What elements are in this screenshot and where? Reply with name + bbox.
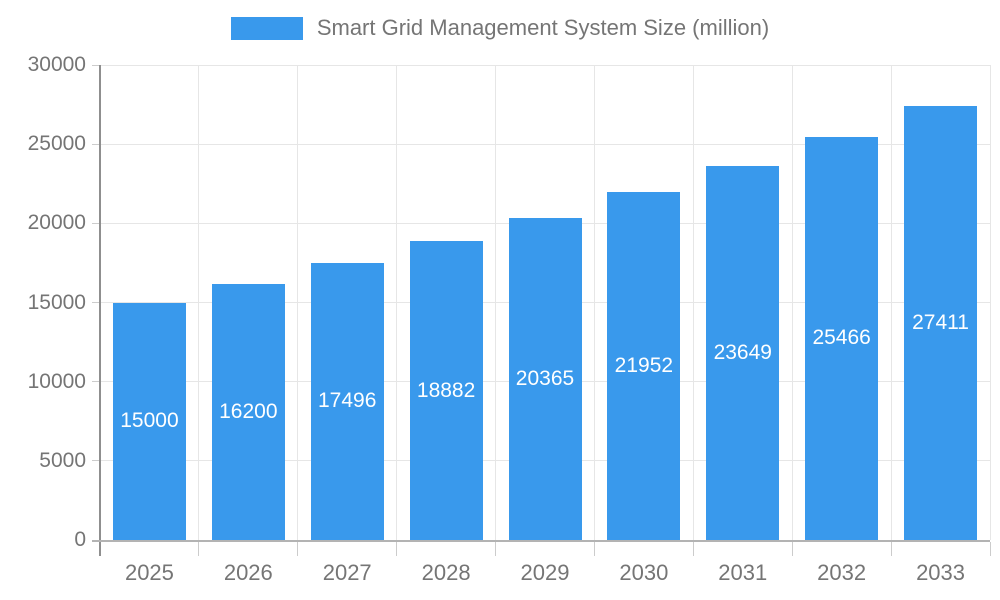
y-axis-tick-label: 5000: [39, 448, 86, 472]
bar[interactable]: [310, 262, 384, 540]
v-gridline: [692, 65, 694, 540]
bar-value-label: 18882: [416, 378, 476, 402]
v-gridline: [593, 65, 595, 540]
bar[interactable]: [706, 165, 780, 540]
bar-value-label: 25466: [812, 326, 871, 350]
v-gridline: [791, 65, 793, 540]
v-gridline: [396, 65, 398, 540]
bar-value-label: 17496: [318, 389, 377, 413]
v-gridline: [890, 65, 892, 540]
x-axis-tick: [989, 542, 991, 556]
bar-value-label: 16200: [219, 399, 278, 423]
x-axis-tick: [791, 542, 793, 556]
x-axis-tick-label: 2031: [718, 560, 768, 585]
y-axis-tick-label: 20000: [27, 211, 86, 235]
x-axis-tick-label: 2030: [619, 560, 669, 585]
legend-swatch-icon: [230, 16, 303, 40]
bar[interactable]: [112, 302, 186, 540]
x-axis-tick-label: 2025: [124, 560, 174, 585]
bar-value-label: 15000: [120, 409, 179, 433]
x-axis-tick-label: 2027: [322, 560, 372, 585]
x-axis-tick: [593, 542, 595, 556]
bar[interactable]: [508, 217, 582, 540]
y-axis-tick-label: 30000: [27, 53, 86, 76]
bar-value-label: 27411: [912, 310, 969, 334]
bar-value-label: 21952: [614, 354, 674, 378]
h-gridline: [100, 143, 990, 145]
y-axis-tick: [92, 64, 100, 66]
bar-value-label: 23649: [713, 340, 772, 364]
x-axis-tick: [692, 542, 694, 556]
x-axis-tick-label: 2032: [817, 560, 867, 585]
x-axis-tick-label: 2026: [223, 560, 273, 585]
x-axis-tick: [495, 542, 497, 556]
y-axis-line: [99, 65, 101, 556]
y-axis-tick-label: 15000: [27, 290, 86, 314]
bar[interactable]: [211, 283, 285, 540]
v-gridline: [198, 65, 200, 540]
y-axis-tick: [92, 460, 100, 462]
legend-label: Smart Grid Management System Size (milli…: [316, 15, 770, 40]
bar-value-label: 20365: [515, 366, 575, 390]
x-axis-tick-label: 2029: [520, 560, 570, 585]
y-axis-tick: [92, 222, 100, 224]
x-axis-tick: [396, 542, 398, 556]
y-axis-tick: [92, 381, 100, 383]
y-axis-tick: [92, 143, 100, 145]
h-gridline: [100, 64, 990, 66]
v-gridline: [297, 65, 299, 540]
bar[interactable]: [409, 241, 483, 540]
x-axis-tick-label: 2033: [916, 560, 966, 585]
x-axis-tick: [198, 542, 200, 556]
y-axis-tick-label: 25000: [27, 132, 86, 156]
y-axis-tick: [92, 302, 100, 303]
y-axis-tick-label: 10000: [27, 369, 86, 393]
bar[interactable]: [805, 136, 879, 540]
x-axis-line: [92, 540, 990, 542]
bar[interactable]: [904, 105, 978, 540]
legend[interactable]: Smart Grid Management System Size (milli…: [0, 15, 1000, 41]
v-gridline: [989, 65, 991, 540]
x-axis-tick: [297, 542, 299, 556]
x-axis-tick: [890, 542, 892, 556]
bar[interactable]: [607, 192, 681, 540]
y-axis-tick-label: 0: [74, 528, 86, 551]
v-gridline: [495, 65, 497, 540]
x-axis-tick-label: 2028: [421, 560, 471, 585]
